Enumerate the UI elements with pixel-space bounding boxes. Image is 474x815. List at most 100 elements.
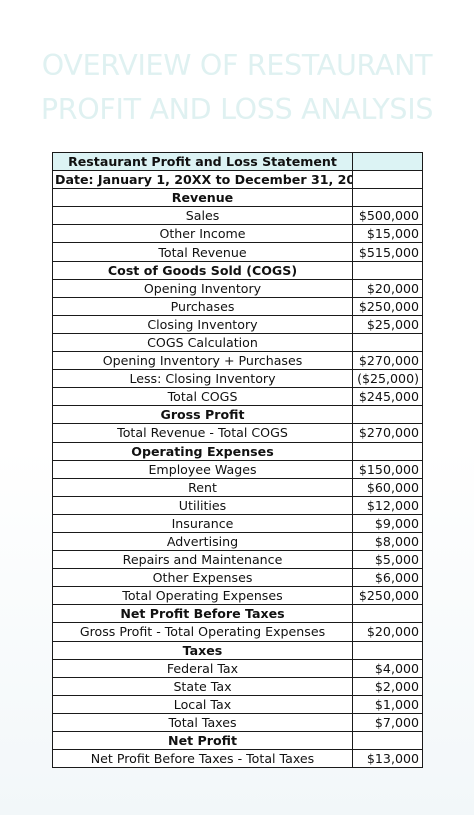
line-item-label-cell: State Tax <box>52 676 353 696</box>
table-row: Federal Tax $4,000 <box>52 658 423 678</box>
line-item-label-cell: Opening Inventory + Purchases <box>52 351 353 371</box>
table-row: State Tax $2,000 <box>52 676 423 696</box>
line-item-label-cell: Other Expenses <box>52 568 353 588</box>
amount-cell: $250,000 <box>352 296 423 316</box>
section-header-row: Net Profit <box>52 730 423 751</box>
amount-cell <box>352 260 423 280</box>
amount-cell: $270,000 <box>352 351 423 371</box>
table-row: Purchases $250,000 <box>52 296 423 316</box>
table-row: Total Revenue - Total COGS $270,000 <box>52 423 423 443</box>
section-label-cell: Cost of Goods Sold (COGS) <box>52 260 353 280</box>
table-row: Opening Inventory $20,000 <box>52 278 423 298</box>
section-header-row: Operating Expenses <box>52 441 423 461</box>
table-header-empty-cell <box>352 151 423 172</box>
amount-cell: $150,000 <box>352 459 423 479</box>
section-header-row: Net Profit Before Taxes <box>52 604 423 624</box>
line-item-label-cell: Other Income <box>52 224 353 244</box>
amount-cell <box>352 640 423 660</box>
section-label-cell: Net Profit <box>52 730 353 751</box>
line-item-label-cell: Local Tax <box>52 694 353 714</box>
table-row: COGS Calculation <box>52 332 423 353</box>
amount-cell: ($25,000) <box>352 369 423 389</box>
section-label-cell: Gross Profit <box>52 405 353 425</box>
amount-cell: $245,000 <box>352 387 423 407</box>
date-range-row: Date: January 1, 20XX to December 31, 20… <box>52 170 423 190</box>
profit-loss-table: Restaurant Profit and Loss Statement Dat… <box>52 151 423 769</box>
line-item-label-cell: Net Profit Before Taxes - Total Taxes <box>52 749 353 769</box>
amount-cell: $9,000 <box>352 513 423 533</box>
table-row: Utilities $12,000 <box>52 495 423 515</box>
amount-cell <box>352 405 423 425</box>
table-row: Opening Inventory + Purchases $270,000 <box>52 351 423 371</box>
amount-cell: $2,000 <box>352 676 423 696</box>
line-item-label-cell: Opening Inventory <box>52 278 353 298</box>
line-item-label-cell: COGS Calculation <box>52 332 353 353</box>
page-title-line-2: PROFIT AND LOSS ANALYSIS <box>40 93 434 126</box>
section-label-cell: Revenue <box>52 188 353 208</box>
profit-loss-table-body: Restaurant Profit and Loss Statement Dat… <box>52 151 423 769</box>
amount-cell: $13,000 <box>352 749 423 769</box>
date-range-cell: Date: January 1, 20XX to December 31, 20… <box>52 170 353 190</box>
table-row: Gross Profit - Total Operating Expenses $… <box>52 622 423 642</box>
amount-cell <box>352 604 423 624</box>
line-item-label-cell: Closing Inventory <box>52 314 353 334</box>
section-header-row: Gross Profit <box>52 405 423 425</box>
line-item-label-cell: Total Taxes <box>52 712 353 733</box>
page-title: OVERVIEW OF RESTAURANT PROFIT AND LOSS A… <box>0 44 474 132</box>
line-item-label-cell: Gross Profit - Total Operating Expenses <box>52 622 353 642</box>
line-item-label-cell: Total Revenue <box>52 242 353 262</box>
section-label-cell: Net Profit Before Taxes <box>52 604 353 624</box>
amount-cell: $1,000 <box>352 694 423 714</box>
amount-cell: $4,000 <box>352 658 423 678</box>
table-row: Other Expenses $6,000 <box>52 568 423 588</box>
amount-cell: $7,000 <box>352 712 423 733</box>
table-row: Sales $500,000 <box>52 206 423 226</box>
page-title-line-1: OVERVIEW OF RESTAURANT <box>41 49 433 82</box>
amount-cell: $60,000 <box>352 477 423 497</box>
amount-cell: $8,000 <box>352 531 423 552</box>
line-item-label-cell: Insurance <box>52 513 353 533</box>
amount-cell: $5,000 <box>352 550 423 570</box>
amount-cell: $515,000 <box>352 242 423 262</box>
line-item-label-cell: Repairs and Maintenance <box>52 550 353 570</box>
line-item-label-cell: Employee Wages <box>52 459 353 479</box>
amount-cell: $15,000 <box>352 224 423 244</box>
table-header-row: Restaurant Profit and Loss Statement <box>52 151 423 172</box>
table-row: Total COGS $245,000 <box>52 387 423 407</box>
date-range-empty-cell <box>352 170 423 190</box>
table-row: Less: Closing Inventory ($25,000) <box>52 369 423 389</box>
table-row: Employee Wages $150,000 <box>52 459 423 479</box>
table-row: Total Revenue $515,000 <box>52 242 423 262</box>
line-item-label-cell: Federal Tax <box>52 658 353 678</box>
amount-cell: $6,000 <box>352 568 423 588</box>
amount-cell: $270,000 <box>352 423 423 443</box>
table-row: Total Taxes $7,000 <box>52 712 423 733</box>
table-row: Local Tax $1,000 <box>52 694 423 714</box>
amount-cell <box>352 730 423 751</box>
line-item-label-cell: Purchases <box>52 296 353 316</box>
amount-cell <box>352 188 423 208</box>
section-header-row: Revenue <box>52 188 423 208</box>
amount-cell <box>352 332 423 353</box>
line-item-label-cell: Sales <box>52 206 353 226</box>
section-label-cell: Operating Expenses <box>52 441 353 461</box>
table-row: Total Operating Expenses $250,000 <box>52 586 423 606</box>
amount-cell: $250,000 <box>352 586 423 606</box>
line-item-label-cell: Rent <box>52 477 353 497</box>
amount-cell: $25,000 <box>352 314 423 334</box>
table-row: Net Profit Before Taxes - Total Taxes $13… <box>52 749 423 769</box>
table-row: Insurance $9,000 <box>52 513 423 533</box>
amount-cell: $20,000 <box>352 622 423 642</box>
line-item-label-cell: Total Operating Expenses <box>52 586 353 606</box>
table-row: Repairs and Maintenance $5,000 <box>52 550 423 570</box>
line-item-label-cell: Total COGS <box>52 387 353 407</box>
table-header-cell: Restaurant Profit and Loss Statement <box>52 151 353 172</box>
section-header-row: Taxes <box>52 640 423 660</box>
line-item-label-cell: Less: Closing Inventory <box>52 369 353 389</box>
table-row: Advertising $8,000 <box>52 531 423 552</box>
amount-cell <box>352 441 423 461</box>
amount-cell: $12,000 <box>352 495 423 515</box>
line-item-label-cell: Utilities <box>52 495 353 515</box>
table-row: Rent $60,000 <box>52 477 423 497</box>
amount-cell: $500,000 <box>352 206 423 226</box>
